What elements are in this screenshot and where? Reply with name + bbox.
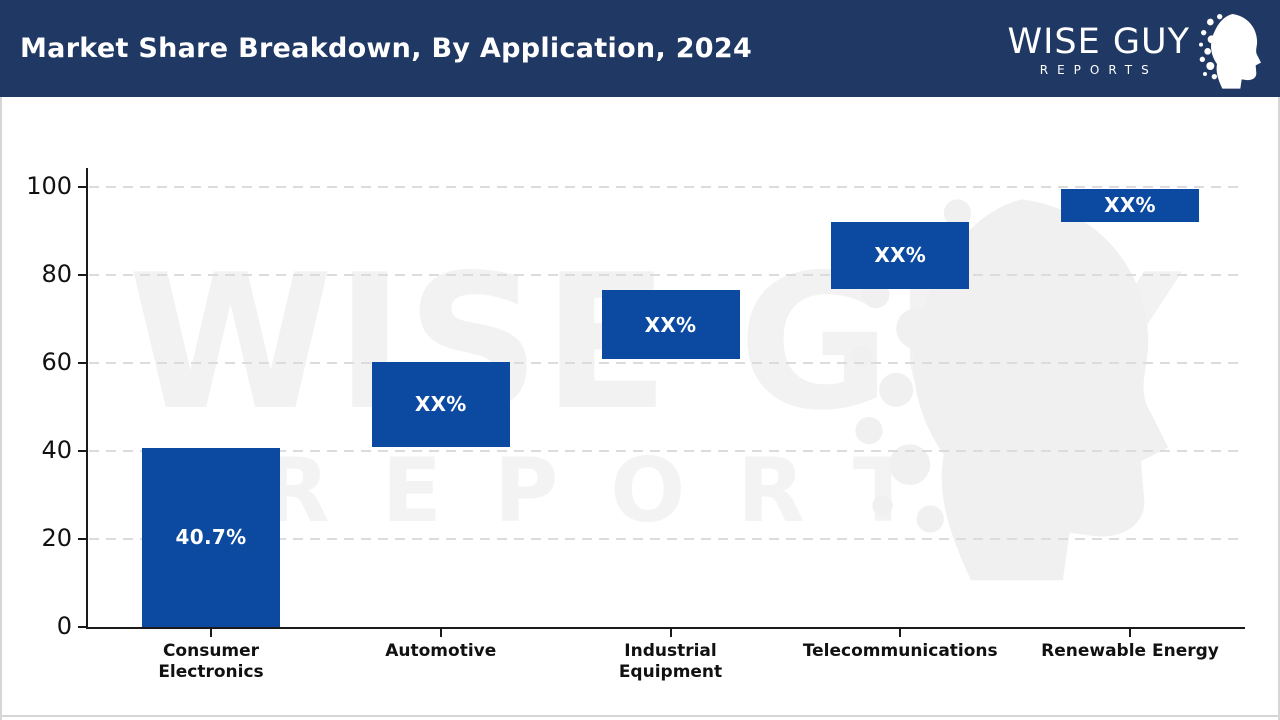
x-category-label-consumer-electronics: Consumer Electronics [91, 641, 331, 683]
y-tick-label-80: 80 [41, 260, 72, 288]
x-category-label-line: Renewable Energy [1041, 641, 1219, 661]
gridline-60 [89, 362, 1245, 364]
y-tick-0 [78, 626, 86, 628]
x-tick-consumer-electronics [210, 629, 212, 637]
gridline-40 [89, 450, 1245, 452]
y-axis-spine [86, 168, 88, 629]
logo-face-icon [1199, 14, 1261, 89]
frame-bottom-edge [0, 715, 1280, 717]
x-category-label-line: Equipment [618, 662, 723, 682]
y-tick-80 [78, 274, 86, 276]
x-tick-automotive [439, 629, 442, 637]
watermark-face-icon [852, 199, 1169, 581]
x-category-label-line: Electronics [158, 662, 264, 682]
gridline-20 [89, 538, 1245, 540]
x-category-label-line: Consumer [162, 641, 260, 661]
y-tick-label-0: 0 [56, 612, 72, 640]
frame-left-edge [0, 97, 2, 720]
x-category-label-line: Industrial [624, 641, 717, 661]
y-tick-label-40: 40 [41, 436, 72, 464]
gridline-100 [89, 186, 1245, 188]
x-category-label-industrial-equipment: Industrial Equipment [551, 641, 791, 683]
waterfall-chart: 0 20 40 60 80 100 40.7% Consumer Electronics XX% A… [0, 97, 1280, 720]
gridline-80 [89, 274, 1245, 276]
x-category-label-renewable-energy: Renewable Energy [1010, 641, 1250, 662]
x-category-label-line: Automotive [385, 641, 497, 661]
bar-value-label: XX% [1104, 193, 1156, 218]
bar-telecommunications: XX% [831, 222, 970, 289]
x-tick-renewable-energy [1129, 629, 1131, 637]
logo-text: WISE GUY REPORTS [1007, 23, 1190, 77]
page-title: Market Share Breakdown, By Application, … [20, 33, 753, 64]
x-category-label-telecommunications: Telecommunications [780, 641, 1020, 662]
bar-automotive: XX% [371, 361, 510, 447]
frame-right-edge [1278, 97, 1280, 720]
y-tick-label-20: 20 [41, 524, 72, 552]
bar-industrial-equipment: XX% [601, 289, 740, 360]
y-tick-60 [78, 362, 86, 364]
y-tick-100 [78, 186, 86, 188]
logo-tagline: REPORTS [1039, 63, 1158, 77]
x-category-label-line: Telecommunications [802, 641, 998, 661]
bar-value-label: XX% [874, 243, 927, 268]
header-bar: Market Share Breakdown, By Application, … [0, 0, 1280, 97]
wise-guy-logo: WISE GUY REPORTS [1007, 10, 1266, 90]
bar-value-label: 40.7% [175, 525, 247, 550]
bar-value-label: XX% [644, 312, 697, 337]
bar-renewable-energy: XX% [1061, 188, 1199, 222]
x-tick-industrial-equipment [669, 629, 672, 637]
logo-name: WISE GUY [1007, 22, 1190, 62]
y-tick-40 [78, 450, 86, 452]
x-category-label-automotive: Automotive [321, 641, 561, 662]
bar-consumer-electronics: 40.7% [142, 447, 280, 627]
y-tick-20 [78, 538, 86, 540]
y-tick-label-60: 60 [41, 348, 72, 376]
y-tick-label-100: 100 [26, 172, 72, 200]
bar-value-label: XX% [414, 392, 467, 417]
x-tick-telecommunications [899, 629, 902, 637]
x-axis-spine [86, 627, 1245, 629]
